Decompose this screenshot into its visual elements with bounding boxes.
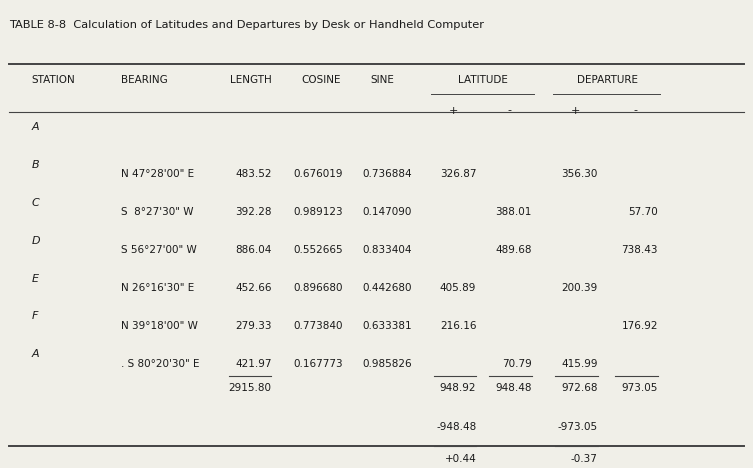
Text: A: A <box>32 350 39 359</box>
Text: 973.05: 973.05 <box>621 383 658 393</box>
Text: 2915.80: 2915.80 <box>228 383 272 393</box>
Text: +: + <box>571 105 580 116</box>
Text: B: B <box>32 160 39 170</box>
Text: +: + <box>449 105 459 116</box>
Text: 886.04: 886.04 <box>235 245 272 256</box>
Text: 279.33: 279.33 <box>235 321 272 331</box>
Text: TABLE 8-8  Calculation of Latitudes and Departures by Desk or Handheld Computer: TABLE 8-8 Calculation of Latitudes and D… <box>9 20 484 30</box>
Text: 0.773840: 0.773840 <box>293 321 343 331</box>
Text: DEPARTURE: DEPARTURE <box>577 75 638 86</box>
Text: 70.79: 70.79 <box>502 359 532 369</box>
Text: -: - <box>633 105 637 116</box>
Text: 0.442680: 0.442680 <box>362 283 412 293</box>
Text: +0.44: +0.44 <box>444 454 477 464</box>
Text: -0.37: -0.37 <box>571 454 598 464</box>
Text: 326.87: 326.87 <box>440 169 477 179</box>
Text: 0.167773: 0.167773 <box>293 359 343 369</box>
Text: BEARING: BEARING <box>121 75 168 86</box>
Text: 738.43: 738.43 <box>621 245 658 256</box>
Text: 356.30: 356.30 <box>562 169 598 179</box>
Text: A: A <box>32 122 39 132</box>
Text: 421.97: 421.97 <box>235 359 272 369</box>
Text: -973.05: -973.05 <box>558 422 598 432</box>
Text: 0.985826: 0.985826 <box>362 359 412 369</box>
Text: N 26°16'30" E: N 26°16'30" E <box>121 283 195 293</box>
Text: -948.48: -948.48 <box>436 422 477 432</box>
Text: S 56°27'00" W: S 56°27'00" W <box>121 245 197 256</box>
Text: 415.99: 415.99 <box>561 359 598 369</box>
Text: 948.48: 948.48 <box>495 383 532 393</box>
Text: 200.39: 200.39 <box>562 283 598 293</box>
Text: -: - <box>508 105 511 116</box>
Text: 0.896680: 0.896680 <box>293 283 343 293</box>
Text: N 39°18'00" W: N 39°18'00" W <box>121 321 198 331</box>
Text: 972.68: 972.68 <box>561 383 598 393</box>
Text: 483.52: 483.52 <box>235 169 272 179</box>
Text: 388.01: 388.01 <box>495 207 532 217</box>
Text: 216.16: 216.16 <box>440 321 477 331</box>
Text: 392.28: 392.28 <box>235 207 272 217</box>
Text: 405.89: 405.89 <box>440 283 477 293</box>
Text: SINE: SINE <box>370 75 395 86</box>
Text: 948.92: 948.92 <box>440 383 477 393</box>
Text: 0.552665: 0.552665 <box>293 245 343 256</box>
Text: 0.633381: 0.633381 <box>362 321 412 331</box>
Text: F: F <box>32 312 38 322</box>
Text: 0.676019: 0.676019 <box>293 169 343 179</box>
Text: C: C <box>32 197 39 208</box>
Text: 57.70: 57.70 <box>628 207 658 217</box>
Text: LENGTH: LENGTH <box>230 75 272 86</box>
Text: S  8°27'30" W: S 8°27'30" W <box>121 207 194 217</box>
Text: 0.989123: 0.989123 <box>293 207 343 217</box>
Text: N 47°28'00" E: N 47°28'00" E <box>121 169 194 179</box>
Text: STATION: STATION <box>32 75 75 86</box>
Text: 176.92: 176.92 <box>621 321 658 331</box>
Text: 489.68: 489.68 <box>495 245 532 256</box>
Text: 0.736884: 0.736884 <box>362 169 412 179</box>
Text: 0.833404: 0.833404 <box>362 245 412 256</box>
Text: LATITUDE: LATITUDE <box>459 75 508 86</box>
Text: E: E <box>32 273 38 284</box>
Text: D: D <box>32 235 40 246</box>
Text: COSINE: COSINE <box>301 75 341 86</box>
Text: 0.147090: 0.147090 <box>362 207 412 217</box>
Text: . S 80°20'30" E: . S 80°20'30" E <box>121 359 200 369</box>
Text: 452.66: 452.66 <box>235 283 272 293</box>
